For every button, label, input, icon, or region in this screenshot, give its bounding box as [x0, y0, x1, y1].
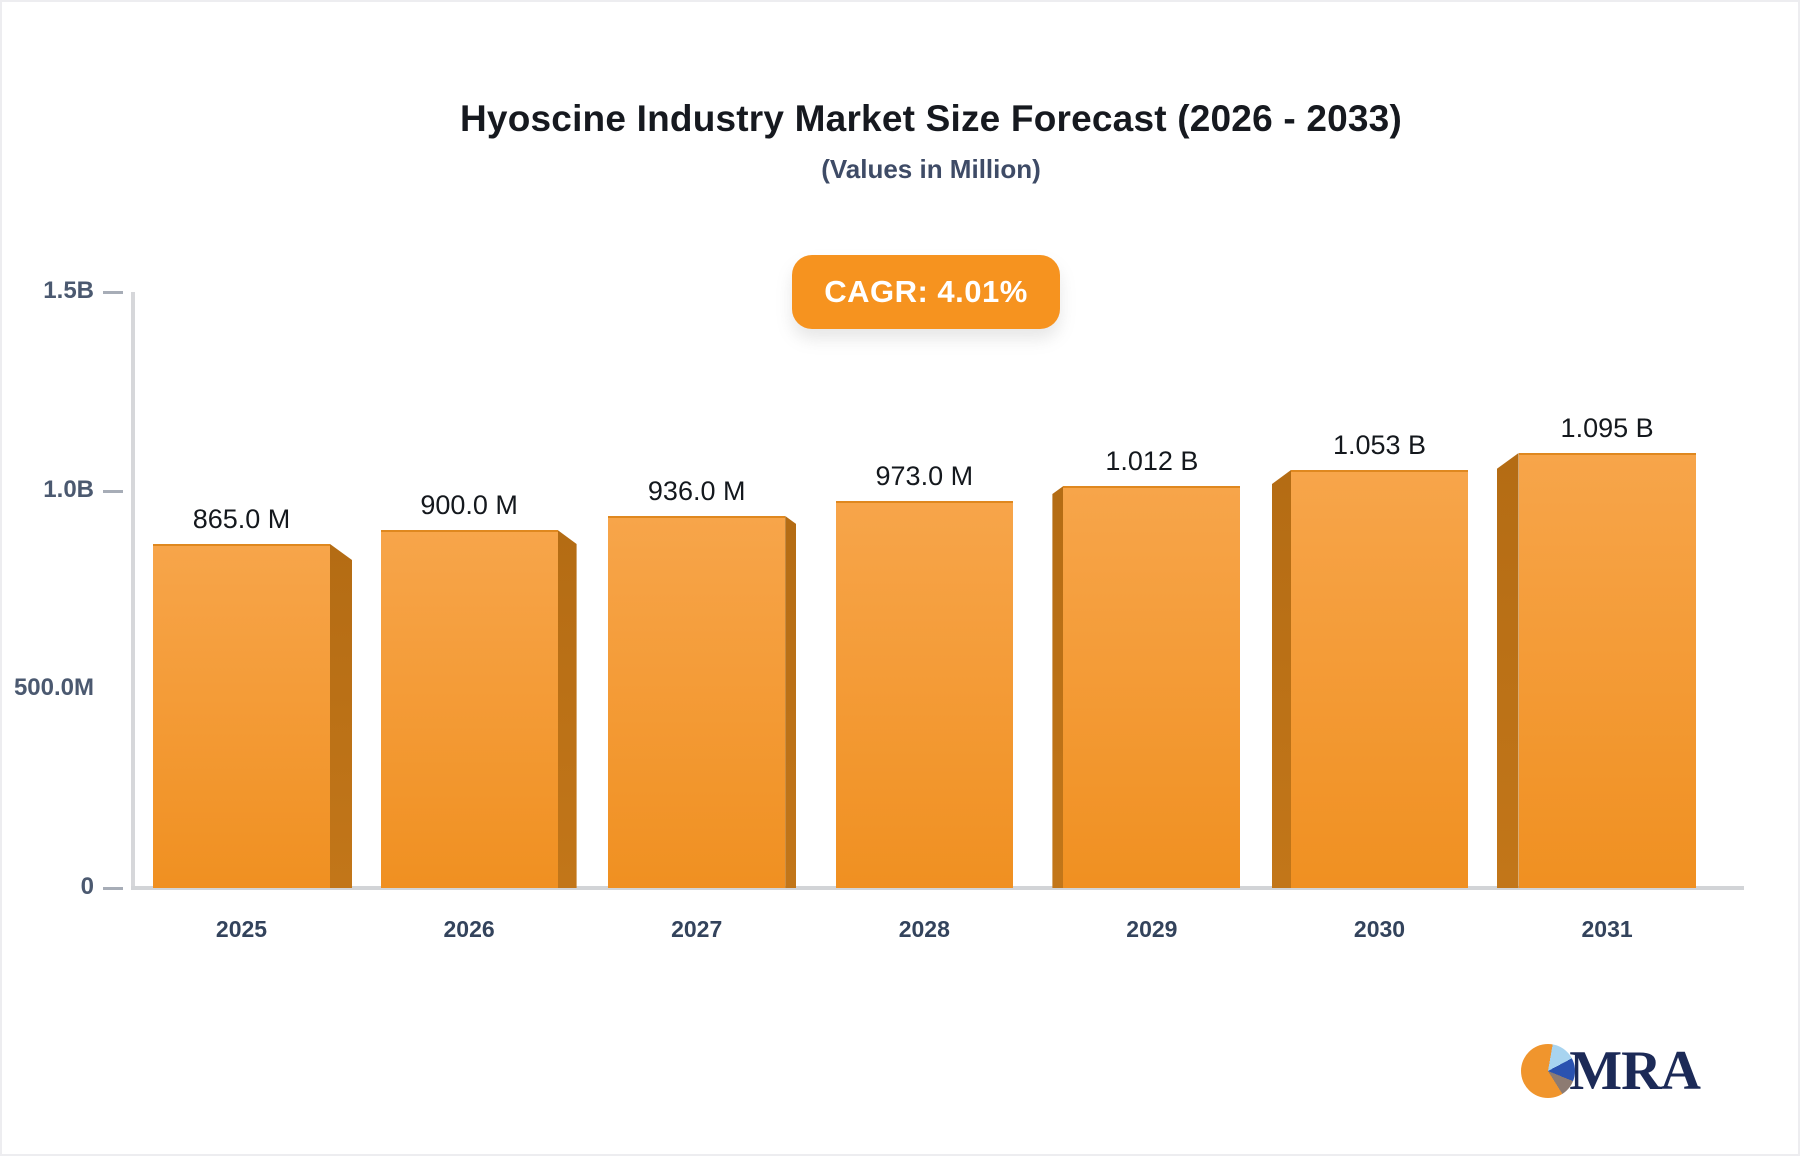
bar-side-face: [557, 530, 577, 888]
bar-side-face: [785, 516, 797, 888]
x-tick-label: 2028: [898, 916, 950, 942]
y-tick-label: 1.5B: [43, 277, 94, 304]
x-tick-label: 2026: [443, 916, 495, 942]
x-tick-label: 2025: [215, 916, 268, 942]
y-tick-dash: [103, 887, 123, 890]
y-tick-dash: [103, 490, 123, 493]
pie-chart-icon: [1521, 1044, 1576, 1098]
bar-value-label: 1.053 B: [1332, 430, 1427, 460]
bar-side-face: [1272, 470, 1291, 888]
brand-logo: MRA: [1521, 1038, 1701, 1104]
bar-value-label: 936.0 M: [647, 476, 746, 506]
bar-value-label: 900.0 M: [420, 490, 518, 520]
bar-side-face: [330, 544, 352, 888]
y-tick-dash: [103, 291, 123, 294]
bar-side-face: [1052, 486, 1064, 888]
bar-value-label: 865.0 M: [192, 504, 291, 534]
bar-value-label: 973.0 M: [875, 461, 974, 491]
x-tick-label: 2029: [1126, 916, 1178, 942]
x-tick-label: 2027: [671, 916, 723, 942]
bar-2031: [1518, 453, 1696, 888]
chart-title: Hyoscine Industry Market Size Forecast (…: [460, 98, 1402, 139]
bar-value-label: 1.095 B: [1560, 413, 1654, 443]
y-axis-line: [131, 292, 135, 888]
chart-header: Hyoscine Industry Market Size Forecast (…: [64, 2, 1798, 185]
bar-2029: [1063, 486, 1241, 888]
y-tick-label: 0: [80, 873, 94, 900]
y-tick-label: 500.0M: [13, 674, 94, 701]
cagr-badge: CAGR: 4.01%: [792, 255, 1060, 329]
x-tick-label: 2031: [1581, 916, 1633, 942]
bar-2030: [1291, 470, 1468, 888]
bar-2027: [608, 516, 786, 888]
y-tick-label: 1.0B: [43, 476, 94, 503]
bar-side-face: [1496, 453, 1519, 888]
chart-subtitle: (Values in Million): [821, 154, 1041, 184]
bar-value-label: 1.012 B: [1105, 446, 1199, 476]
x-tick-label: 2030: [1353, 916, 1406, 942]
bar-2028: [835, 501, 1013, 888]
x-axis-line: [131, 886, 1744, 890]
brand-name: MRA: [1569, 1040, 1701, 1102]
bar-2026: [380, 530, 558, 888]
bar-2025: [153, 544, 330, 888]
